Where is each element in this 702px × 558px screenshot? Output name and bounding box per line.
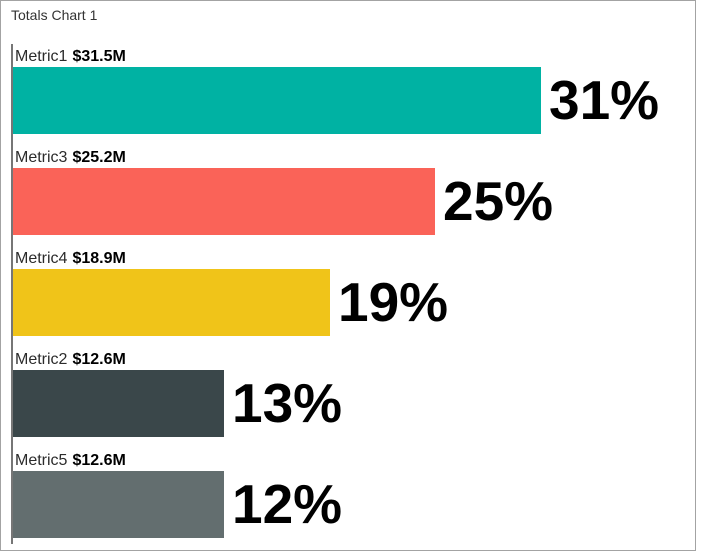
bar-label: Metric5 $12.6M (13, 451, 687, 471)
chart-title: Totals Chart 1 (11, 7, 98, 23)
bar-group-metric1: Metric1 $31.5M 31% (13, 47, 687, 134)
bar-row: 12% (13, 471, 687, 538)
bar-row: 19% (13, 269, 687, 336)
bar-row: 31% (13, 67, 687, 134)
bar-group-metric5: Metric5 $12.6M 12% (13, 451, 687, 538)
bar-row: 13% (13, 370, 687, 437)
bar-category-label: Metric1 (15, 48, 68, 65)
bar-percent-label: 25% (443, 170, 554, 232)
bar-value-label: $12.6M (72, 351, 126, 368)
bar-percent-label: 12% (232, 473, 343, 535)
bar-row: 25% (13, 168, 687, 235)
y-axis-line (11, 44, 13, 544)
bar-value-label: $25.2M (72, 149, 126, 166)
bar-metric5[interactable] (13, 471, 224, 538)
bar-metric4[interactable] (13, 269, 330, 336)
bar-label: Metric4 $18.9M (13, 249, 687, 269)
bar-chart: Metric1 $31.5M 31% Metric3 $25.2M 25% (11, 44, 687, 552)
bar-label: Metric1 $31.5M (13, 47, 687, 67)
bar-percent-label: 19% (338, 271, 449, 333)
bar-value-label: $18.9M (72, 250, 126, 267)
bar-category-label: Metric3 (15, 149, 68, 166)
bar-category-label: Metric2 (15, 351, 68, 368)
bar-percent-label: 31% (549, 69, 660, 131)
bar-metric1[interactable] (13, 67, 541, 134)
bar-group-metric3: Metric3 $25.2M 25% (13, 148, 687, 235)
bar-groups: Metric1 $31.5M 31% Metric3 $25.2M 25% (13, 47, 687, 538)
bar-value-label: $31.5M (72, 48, 126, 65)
bar-label: Metric2 $12.6M (13, 350, 687, 370)
bar-value-label: $12.6M (72, 452, 126, 469)
bar-group-metric2: Metric2 $12.6M 13% (13, 350, 687, 437)
bar-group-metric4: Metric4 $18.9M 19% (13, 249, 687, 336)
bar-metric2[interactable] (13, 370, 224, 437)
bar-metric3[interactable] (13, 168, 435, 235)
bar-percent-label: 13% (232, 372, 343, 434)
bar-label: Metric3 $25.2M (13, 148, 687, 168)
chart-frame: Totals Chart 1 Metric1 $31.5M 31% Metric3… (0, 0, 696, 551)
bar-category-label: Metric5 (15, 452, 68, 469)
bar-category-label: Metric4 (15, 250, 68, 267)
